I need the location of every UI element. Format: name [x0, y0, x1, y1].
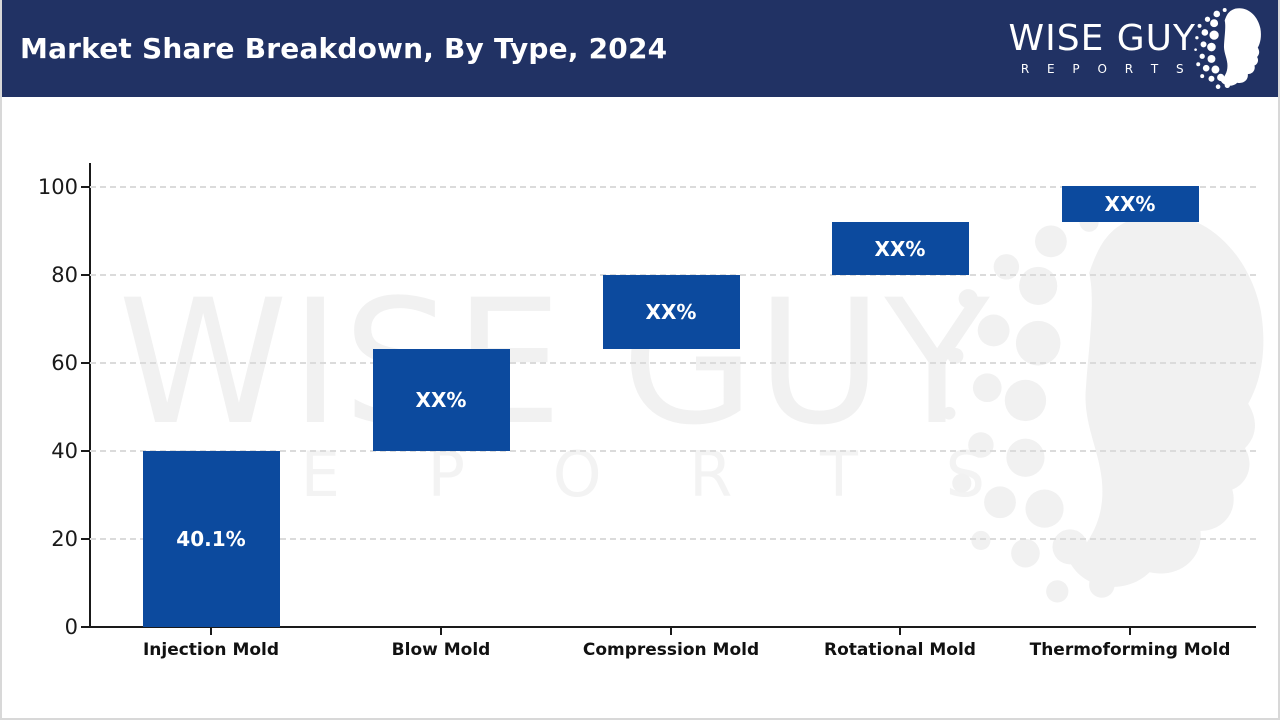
bar-value-label: XX% [1104, 192, 1156, 217]
y-tick-mark-0 [81, 626, 89, 628]
bar-value-label: XX% [645, 300, 697, 325]
grid-line-20 [90, 538, 1256, 540]
y-tick-mark-40 [81, 450, 89, 452]
y-tick-label-0: 0 [64, 615, 78, 639]
y-tick-mark-20 [81, 538, 89, 540]
bar-blow-mold: XX% [372, 349, 510, 451]
logo-sub-text: R E P O R T S [1020, 62, 1191, 76]
bar-thermoforming-mold: XX% [1061, 186, 1199, 223]
y-tick-label-100: 100 [37, 175, 78, 199]
y-tick-mark-100 [81, 186, 89, 188]
wise-guy-reports-logo: WISE GUY R E P O R T S [1009, 6, 1267, 92]
x-axis-line [88, 626, 1256, 628]
bar-value-label: XX% [415, 387, 467, 412]
x-tick-mark-3 [899, 627, 901, 635]
y-axis-line [89, 163, 91, 628]
x-tick-mark-4 [1129, 627, 1131, 635]
bar-rotational-mold: XX% [831, 222, 969, 276]
grid-line-60 [90, 362, 1256, 364]
bar-value-label: XX% [874, 236, 926, 261]
y-tick-label-20: 20 [51, 527, 78, 551]
plot-area: 0 20 40 60 80 100 40.1% Injection Mold XX% Blow M… [38, 163, 1256, 660]
grid-line-80 [90, 274, 1256, 276]
bar-injection-mold: 40.1% [142, 450, 280, 627]
y-tick-label-40: 40 [51, 439, 78, 463]
x-category-label-2: Compression Mold [582, 640, 760, 660]
y-tick-mark-60 [81, 362, 89, 364]
y-tick-label-60: 60 [51, 351, 78, 375]
logo-name-text: WISE GUY [1008, 18, 1196, 59]
grid-line-100 [90, 186, 1256, 188]
x-category-label-3: Rotational Mold [824, 640, 976, 660]
y-tick-mark-80 [81, 274, 89, 276]
bar-compression-mold: XX% [602, 275, 740, 350]
x-category-label-4: Thermoforming Mold [1029, 640, 1231, 660]
x-category-label-0: Injection Mold [142, 640, 280, 660]
bar-value-label: 40.1% [176, 526, 246, 551]
grid-line-40 [90, 450, 1256, 452]
x-category-label-1: Blow Mold [391, 640, 491, 660]
y-tick-label-80: 80 [51, 263, 78, 287]
x-tick-mark-2 [670, 627, 672, 635]
x-tick-mark-0 [210, 627, 212, 635]
header-bar: Market Share Breakdown, By Type, 2024 WI… [0, 0, 1280, 97]
x-tick-mark-1 [440, 627, 442, 635]
dotted-head-profile-icon [1194, 7, 1261, 89]
page-title: Market Share Breakdown, By Type, 2024 [20, 32, 668, 65]
